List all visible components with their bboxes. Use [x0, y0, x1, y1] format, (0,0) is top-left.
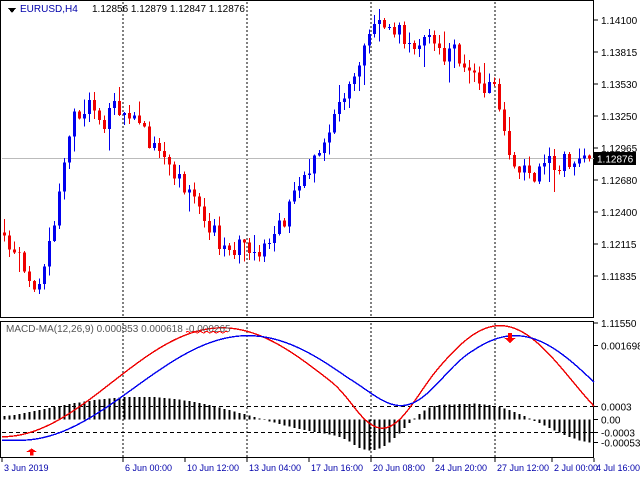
svg-text:13 Jun 04:00: 13 Jun 04:00	[249, 463, 301, 473]
svg-text:1.12115: 1.12115	[601, 240, 637, 251]
svg-text:27 Jun 12:00: 27 Jun 12:00	[497, 463, 549, 473]
svg-text:17 Jun 16:00: 17 Jun 16:00	[311, 463, 363, 473]
svg-text:-0.00053: -0.00053	[601, 438, 640, 449]
svg-text:0.001698: 0.001698	[601, 341, 640, 352]
svg-text:1.12876: 1.12876	[597, 154, 634, 165]
svg-text:1.11550: 1.11550	[601, 319, 637, 330]
svg-text:24 Jun 20:00: 24 Jun 20:00	[435, 463, 487, 473]
svg-text:1.14100: 1.14100	[601, 16, 638, 27]
svg-text:1.12680: 1.12680	[601, 176, 638, 187]
svg-text:1.13815: 1.13815	[601, 48, 638, 59]
svg-text:4 Jul 16:00: 4 Jul 16:00	[596, 463, 640, 473]
svg-text:20 Jun 08:00: 20 Jun 08:00	[373, 463, 425, 473]
svg-text:10 Jun 12:00: 10 Jun 12:00	[187, 463, 239, 473]
svg-text:1.12856 1.12879 1.12847 1.1287: 1.12856 1.12879 1.12847 1.12876	[92, 4, 245, 15]
svg-text:6 Jun 00:00: 6 Jun 00:00	[125, 463, 172, 473]
svg-text:1.11835: 1.11835	[601, 272, 637, 283]
svg-text:2 Jul 00:00: 2 Jul 00:00	[554, 463, 598, 473]
svg-text:1.13530: 1.13530	[601, 80, 638, 91]
svg-text:EURUSD,H4: EURUSD,H4	[20, 4, 78, 15]
svg-text:3 Jun 2019: 3 Jun 2019	[4, 463, 49, 473]
svg-text:1.12400: 1.12400	[601, 208, 638, 219]
svg-text:0.0003: 0.0003	[601, 402, 632, 413]
svg-text:1.13250: 1.13250	[601, 112, 638, 123]
svg-text:0.00: 0.00	[601, 415, 621, 426]
